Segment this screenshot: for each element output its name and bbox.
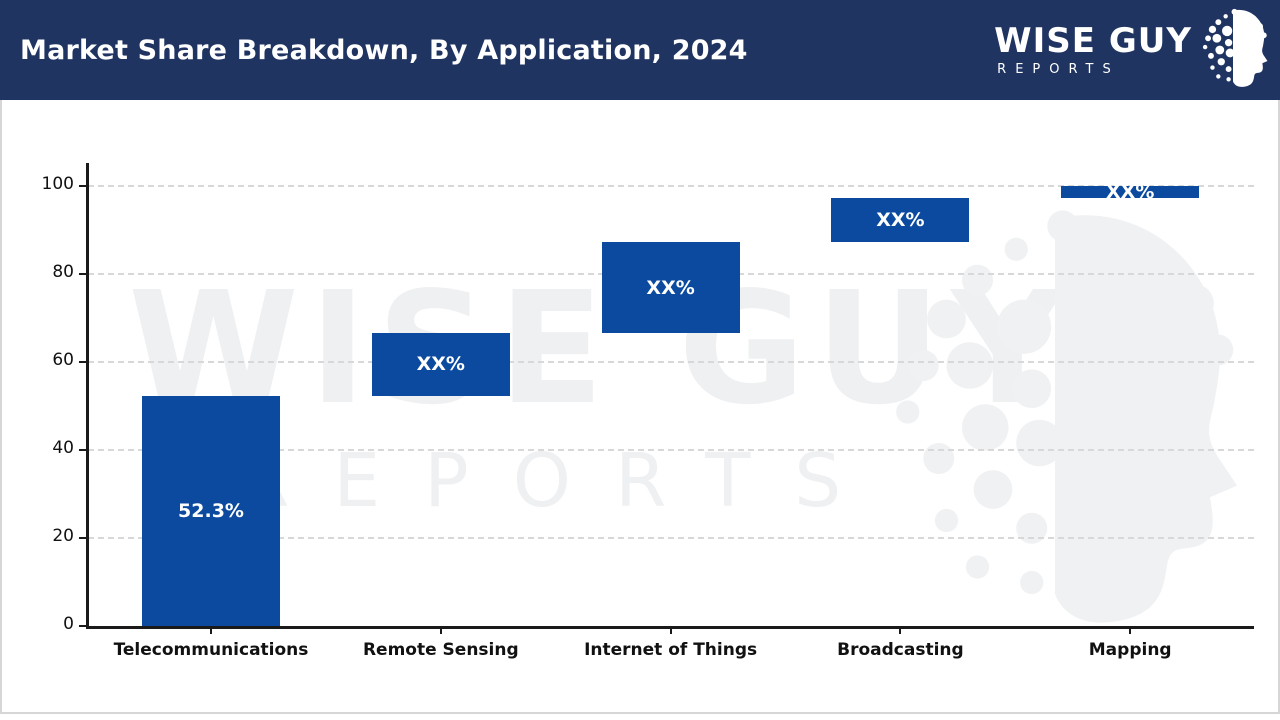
y-axis-tick-label: 40 xyxy=(52,438,74,458)
x-axis-tick xyxy=(669,626,672,634)
y-axis xyxy=(86,163,89,629)
bar-value-label: XX% xyxy=(876,209,925,232)
header: Market Share Breakdown, By Application, … xyxy=(0,0,1280,100)
y-axis-tick-label: 20 xyxy=(52,526,74,546)
bar xyxy=(142,395,280,626)
frame-border-left xyxy=(0,100,2,714)
frame-border-right xyxy=(1278,100,1280,714)
gridline xyxy=(88,449,1254,451)
gridline xyxy=(88,537,1254,539)
page-title: Market Share Breakdown, By Application, … xyxy=(20,34,748,66)
bar xyxy=(1061,186,1200,199)
gridline xyxy=(88,361,1254,363)
y-axis-tick-label: 100 xyxy=(41,174,74,194)
y-axis-tick xyxy=(79,185,86,187)
bar xyxy=(601,242,740,333)
y-axis-tick xyxy=(79,273,86,275)
y-axis-tick xyxy=(79,537,86,539)
bar-value-label: XX% xyxy=(1106,181,1155,204)
x-axis-tick xyxy=(210,626,212,634)
bar xyxy=(371,332,510,396)
watermark-face-icon xyxy=(896,210,1238,623)
x-axis-tick xyxy=(1129,626,1132,634)
bar xyxy=(831,198,970,243)
gridline xyxy=(88,185,1254,187)
logo-tagline: REPORTS xyxy=(997,61,1120,77)
x-axis-tick xyxy=(899,626,902,634)
y-axis-tick-label: 80 xyxy=(52,262,74,282)
y-axis-tick xyxy=(79,449,86,451)
frame-border-bottom xyxy=(0,712,1280,714)
logo-wordmark: WISE GUY xyxy=(994,20,1192,61)
bar-value-label: 52.3% xyxy=(178,499,244,522)
x-axis-label: Telecommunications xyxy=(113,640,309,660)
y-axis-tick xyxy=(79,361,86,363)
bar-value-label: XX% xyxy=(646,276,695,299)
y-axis-tick xyxy=(79,625,86,627)
y-axis-tick-label: 0 xyxy=(63,614,74,634)
wiseguy-logo: WISE GUY REPORTS xyxy=(994,0,1270,100)
x-axis-label: Remote Sensing xyxy=(362,640,519,660)
x-axis xyxy=(86,626,1254,629)
x-axis-label: Broadcasting xyxy=(837,640,964,660)
y-axis-tick-label: 60 xyxy=(52,350,74,370)
x-axis-tick xyxy=(439,626,442,634)
logo-text: WISE GUY REPORTS xyxy=(994,24,1192,77)
x-axis-label: Internet of Things xyxy=(584,640,758,660)
x-axis-label: Mapping xyxy=(1088,640,1172,660)
watermark-tagline: REPORTS xyxy=(238,438,886,524)
bar-value-label: XX% xyxy=(416,353,465,376)
